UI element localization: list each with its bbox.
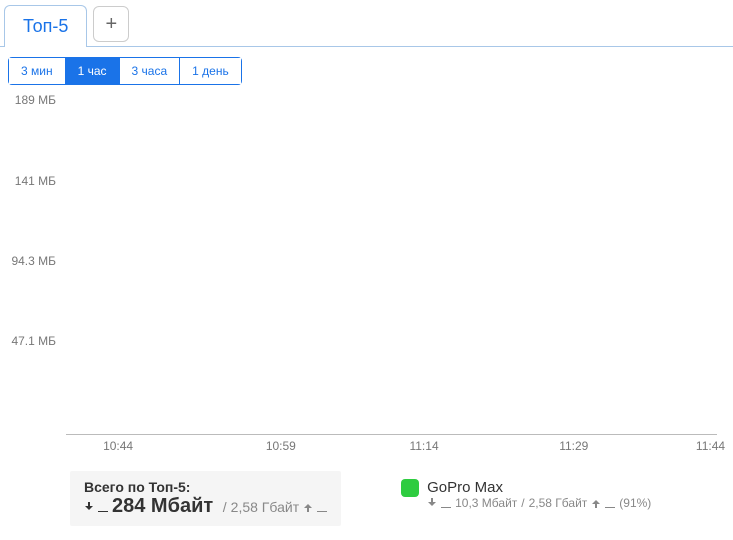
timerange-controls: 3 мин1 час3 часа1 день bbox=[0, 47, 733, 85]
timerange-btn[interactable]: 1 день bbox=[180, 57, 242, 85]
tab-top5[interactable]: Топ-5 bbox=[4, 5, 87, 47]
y-tick: 47.1 МБ bbox=[11, 334, 56, 348]
x-tick: 11:29 bbox=[559, 439, 588, 453]
traffic-chart: 47.1 МБ 94.3 МБ 141 МБ 189 МБ 10:44 10:59 11:… bbox=[0, 85, 733, 465]
y-tick: 189 МБ bbox=[15, 93, 56, 107]
timerange-btn[interactable]: 3 мин bbox=[8, 57, 66, 85]
totals-box: Всего по Топ-5: 284 Мбайт / 2,58 Гбайт bbox=[70, 471, 341, 526]
upload-icon bbox=[303, 502, 313, 512]
legend-item[interactable]: GoPro Max 10,3 Мбайт / 2,58 Гбайт (91%) bbox=[401, 471, 651, 510]
add-tab-button[interactable]: + bbox=[93, 6, 129, 42]
legend-swatch bbox=[401, 479, 419, 497]
timerange-btn[interactable]: 3 часа bbox=[120, 57, 181, 85]
y-axis: 47.1 МБ 94.3 МБ 141 МБ 189 МБ bbox=[0, 95, 60, 435]
legend-download: 10,3 Мбайт bbox=[455, 496, 517, 510]
totals-download-value: 284 Мбайт bbox=[112, 495, 213, 518]
timerange-segmented: 3 мин1 час3 часа1 день bbox=[8, 57, 242, 85]
plot-area bbox=[66, 95, 717, 435]
x-tick: 10:44 bbox=[103, 439, 133, 453]
totals-upload: / 2,58 Гбайт bbox=[223, 499, 327, 515]
totals-title: Всего по Топ-5: bbox=[84, 479, 327, 495]
x-axis: 10:4410:5911:1411:2911:44 bbox=[66, 439, 717, 459]
bars-container bbox=[66, 95, 717, 434]
legend-percent: (91%) bbox=[619, 496, 651, 510]
x-tick: 10:59 bbox=[266, 439, 296, 453]
legend-row: Всего по Топ-5: 284 Мбайт / 2,58 Гбайт G… bbox=[0, 465, 733, 538]
y-tick: 141 МБ bbox=[15, 174, 56, 188]
timerange-btn[interactable]: 1 час bbox=[66, 57, 120, 85]
legend-upload: 2,58 Гбайт bbox=[529, 496, 588, 510]
tabs-bar: Топ-5 + bbox=[0, 0, 733, 47]
x-tick: 11:14 bbox=[409, 439, 438, 453]
download-icon bbox=[427, 498, 437, 508]
legend-stats: 10,3 Мбайт / 2,58 Гбайт (91%) bbox=[427, 496, 651, 510]
x-tick: 11:44 bbox=[696, 439, 725, 453]
download-icon bbox=[84, 502, 94, 512]
legend-name: GoPro Max bbox=[427, 479, 651, 496]
upload-icon bbox=[591, 498, 601, 508]
totals-upload-value: 2,58 Гбайт bbox=[231, 499, 299, 515]
totals-download: 284 Мбайт bbox=[84, 495, 213, 518]
y-tick: 94.3 МБ bbox=[11, 254, 56, 268]
